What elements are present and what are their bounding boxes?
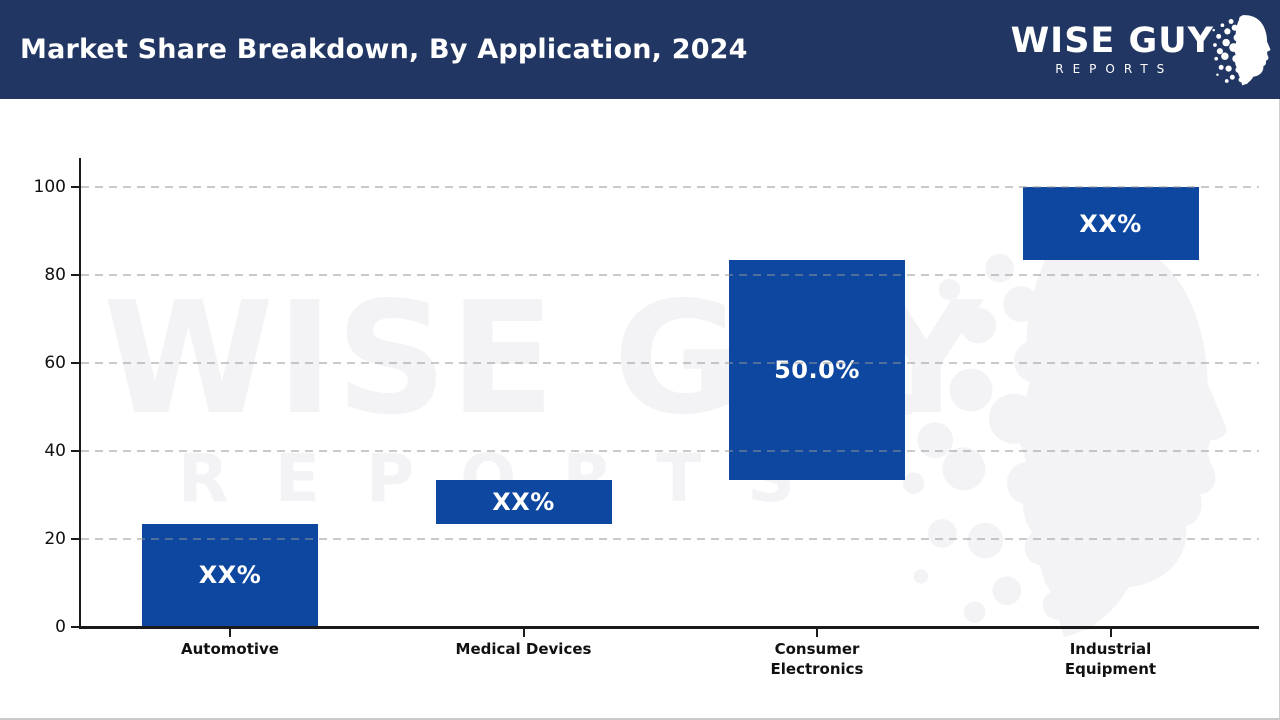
gridline-y-40 (81, 449, 1259, 452)
y-tick-mark-60 (71, 361, 79, 364)
y-tick-mark-40 (71, 449, 79, 452)
y-tick-label-40: 40 (44, 440, 66, 461)
y-tick-label-100: 100 (33, 177, 66, 197)
x-tick-mark-1 (229, 629, 231, 637)
bar-value-label: 50.0% (774, 356, 860, 385)
y-tick-mark-80 (71, 273, 79, 276)
logo-wordmark-line1: WISE GUY (1010, 20, 1214, 61)
y-tick-label-80: 80 (44, 264, 66, 285)
y-tick-mark-20 (71, 537, 79, 540)
bar-consumer-electronics: 50.0% (729, 260, 905, 481)
category-label-automotive: Automotive (181, 640, 279, 658)
x-tick-mark-3 (816, 629, 818, 637)
x-tick-mark-4 (1109, 629, 1112, 637)
y-tick-label-60: 60 (44, 352, 66, 373)
category-label-consumer-electronics: Consumer Electronics (770, 640, 864, 679)
y-tick-label-0: 0 (55, 616, 66, 637)
wise-guy-reports-logo: WISE GUY REPORTS (1011, 0, 1272, 99)
gridline-y-60 (81, 361, 1259, 364)
bar-value-label: XX% (492, 488, 555, 517)
bar-industrial-equipment: XX% (1022, 187, 1199, 261)
gridline-y-80 (81, 273, 1259, 276)
bar-medical-devices: XX% (435, 480, 612, 525)
category-label-industrial-equipment: Industrial Equipment (1064, 640, 1157, 679)
x-axis-line (79, 626, 1259, 629)
logo-wordmark: WISE GUY REPORTS (1010, 20, 1214, 76)
chart-title: Market Share Breakdown, By Application, … (20, 34, 748, 65)
logo-face-dots-icon (1212, 14, 1271, 85)
bar-automotive: XX% (142, 524, 318, 627)
x-tick-mark-2 (522, 629, 525, 637)
category-label-medical-devices: Medical Devices (455, 640, 592, 658)
y-tick-label-20: 20 (44, 528, 66, 549)
y-tick-mark-0 (71, 625, 79, 628)
y-tick-mark-100 (71, 186, 79, 188)
bar-value-label: XX% (198, 561, 262, 590)
logo-wordmark-line2: REPORTS (1055, 61, 1174, 76)
gridline-y-20 (81, 537, 1259, 540)
y-axis-line (79, 158, 81, 627)
bar-value-label: XX% (1079, 209, 1142, 238)
gridline-y-100 (81, 186, 1259, 188)
header-bar: Market Share Breakdown, By Application, … (0, 0, 1280, 99)
